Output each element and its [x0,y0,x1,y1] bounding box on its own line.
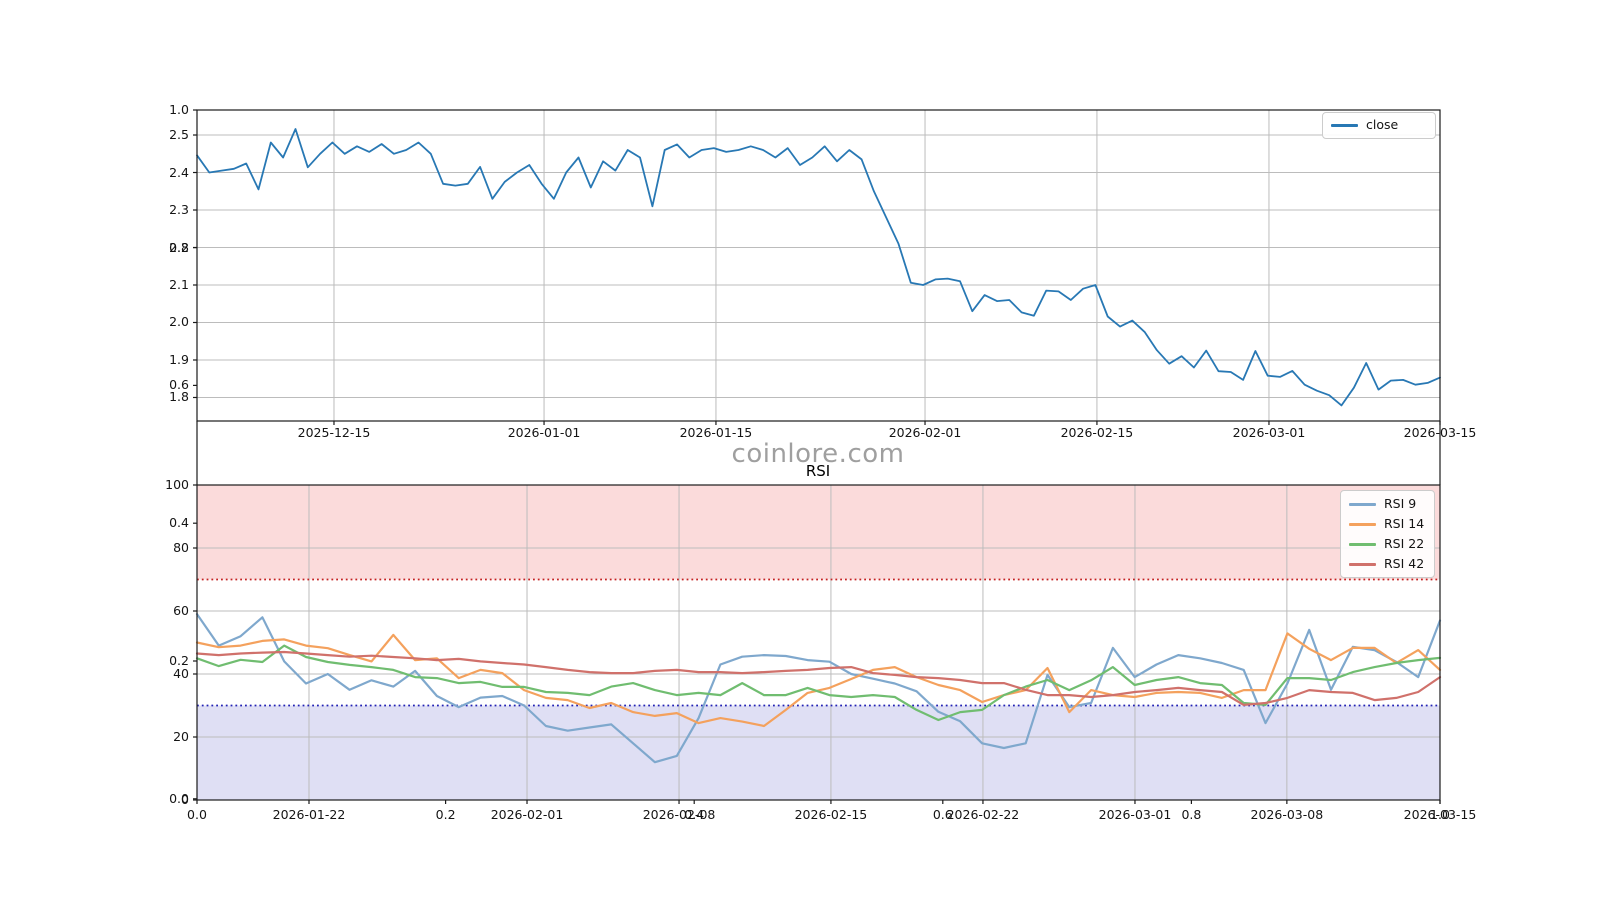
y-tick-label: 2.4 [169,164,189,180]
legend-label-close: close [1366,117,1399,133]
y-tick-label: 100 [165,476,189,492]
x-tick-label: 2026-01-15 [679,424,753,440]
x-tick-label: 2026-02-15 [1060,424,1134,440]
overlay-y-tick-label: 0.4 [169,514,189,530]
y-tick-label: 1.8 [169,389,189,405]
rsi-9-line-swatch [1349,502,1376,506]
y-tick-label: 60 [173,602,189,618]
x-tick-label: 2025-12-15 [297,424,371,440]
rsi-14-line-swatch [1349,522,1376,526]
x-tick-label: 2026-02-01 [888,424,962,440]
legend-item-rsi-22: RSI 22 [1349,535,1426,551]
overlay-x-tick-label: 0.4 [684,806,705,822]
watermark: coinlore.com [731,439,905,469]
oversold-band [197,705,1440,800]
rsi-42-line [195,650,1442,707]
rsi-22-line [195,644,1442,722]
x-tick-label: 2026-01-01 [507,424,581,440]
close-line-swatch [1331,124,1358,127]
x-tick-label: 2026-03-15 [1403,806,1477,822]
overlay-y-tick-label: 1.0 [169,101,189,117]
overlay-x-tick-label: 0.0 [187,806,207,822]
legend-label-rsi-9: RSI 9 [1384,495,1417,511]
x-tick-label: 2026-02-01 [490,806,564,822]
y-tick-label: 2.1 [169,276,189,292]
x-tick-label: 2026-01-22 [272,806,346,822]
y-tick-label: 40 [173,665,189,681]
y-tick-label: 2.3 [169,201,189,217]
x-tick-label: 2026-02-08 [642,806,716,822]
x-tick-label: 2026-02-15 [794,806,868,822]
y-tick-label: 2.0 [169,314,189,330]
overlay-x-tick-label: 0.8 [1181,806,1202,822]
x-tick-label: 2026-03-15 [1403,424,1477,440]
x-tick-label: 2026-03-01 [1098,806,1172,822]
rsi-22-line-swatch [1349,542,1376,546]
legend-label-rsi-42: RSI 42 [1384,555,1425,571]
y-tick-label: 20 [173,728,189,744]
overlay-x-tick-label: 0.2 [435,806,456,822]
y-tick-label: 0 [181,791,189,807]
y-tick-label: 2.2 [169,239,189,255]
rsi-42-line-swatch [1349,562,1376,566]
rsi-section-title: RSI [805,462,831,480]
overlay-y-tick-label: 0.0 [169,790,189,806]
legend-item-rsi-42: RSI 42 [1349,555,1426,571]
y-tick-label: 80 [173,539,189,555]
legend-label-rsi-14: RSI 14 [1384,515,1425,531]
close-line [196,128,1441,407]
x-tick-label: 2026-03-01 [1232,424,1306,440]
overlay-x-tick-label: 1.0 [1430,806,1450,822]
y-tick-label: 2.5 [169,126,189,142]
overlay-y-tick-label: 0.2 [169,652,189,668]
overlay-y-tick-label: 0.6 [169,377,189,393]
legend-label-rsi-22: RSI 22 [1384,535,1425,551]
y-tick-label: 1.9 [169,351,189,367]
legend-item-rsi-14: RSI 14 [1349,515,1426,531]
overlay-y-tick-label: 0.8 [169,239,189,255]
overbought-band [197,485,1440,580]
x-tick-label: 2026-02-22 [946,806,1020,822]
overlay-x-tick-label: 0.6 [932,806,953,822]
price-chart-legend: close [1322,112,1436,139]
rsi-chart-legend: RSI 9 RSI 14 RSI 22 RSI 42 [1340,490,1435,578]
legend-item-close: close [1331,119,1427,132]
x-tick-label: 2026-03-08 [1250,806,1324,822]
axes-spine [196,109,1441,422]
rsi-9-line [195,612,1442,764]
legend-item-rsi-9: RSI 9 [1349,495,1426,511]
axes-spine [196,484,1441,801]
